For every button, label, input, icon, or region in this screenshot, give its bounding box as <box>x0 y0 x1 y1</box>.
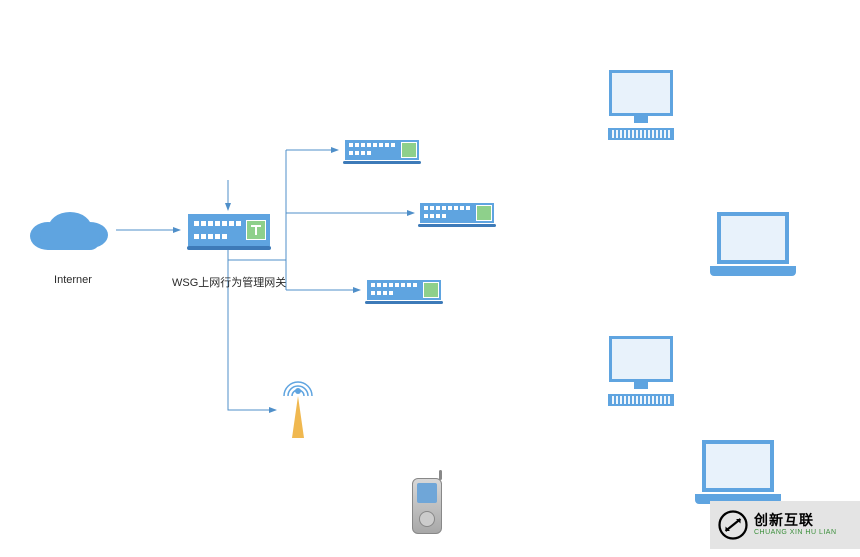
internet-label: Interner <box>48 274 98 286</box>
desktop-pc-2-icon <box>605 336 677 406</box>
switch-2-icon <box>420 203 494 223</box>
switch-1-icon <box>345 140 419 160</box>
wifi-antenna-icon <box>278 378 318 438</box>
watermark-title: 创新互联 <box>754 513 837 528</box>
mobile-phone-icon <box>410 478 444 534</box>
laptop-2-icon <box>695 440 781 504</box>
watermark-logo-icon <box>718 510 748 540</box>
switch-3-icon <box>367 280 441 300</box>
laptop-1-icon <box>710 212 796 276</box>
watermark: 创新互联 CHUANG XIN HU LIAN <box>710 501 860 549</box>
desktop-pc-1-icon <box>605 70 677 140</box>
wsg-label: WSG上网行为管理网关 <box>172 274 286 290</box>
watermark-subtitle: CHUANG XIN HU LIAN <box>754 529 837 537</box>
diagram-stage: { "type": "network-topology", "canvas": … <box>0 0 860 557</box>
wsg-gateway-icon <box>188 214 270 246</box>
internet-cloud-icon <box>30 208 110 253</box>
